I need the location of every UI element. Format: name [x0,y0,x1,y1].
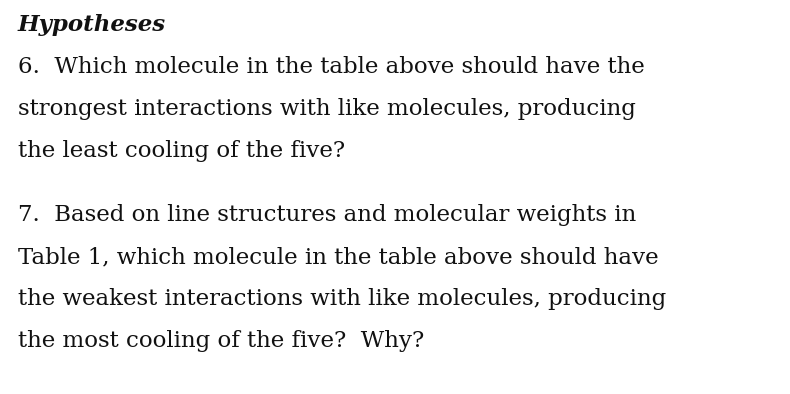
Text: the most cooling of the five?  Why?: the most cooling of the five? Why? [18,330,424,352]
Text: the weakest interactions with like molecules, producing: the weakest interactions with like molec… [18,288,666,310]
Text: the least cooling of the five?: the least cooling of the five? [18,140,345,162]
Text: strongest interactions with like molecules, producing: strongest interactions with like molecul… [18,98,636,120]
Text: 7.  Based on line structures and molecular weights in: 7. Based on line structures and molecula… [18,204,636,226]
Text: Table 1, which molecule in the table above should have: Table 1, which molecule in the table abo… [18,246,659,268]
Text: Hypotheses: Hypotheses [18,14,166,36]
Text: 6.  Which molecule in the table above should have the: 6. Which molecule in the table above sho… [18,56,645,78]
